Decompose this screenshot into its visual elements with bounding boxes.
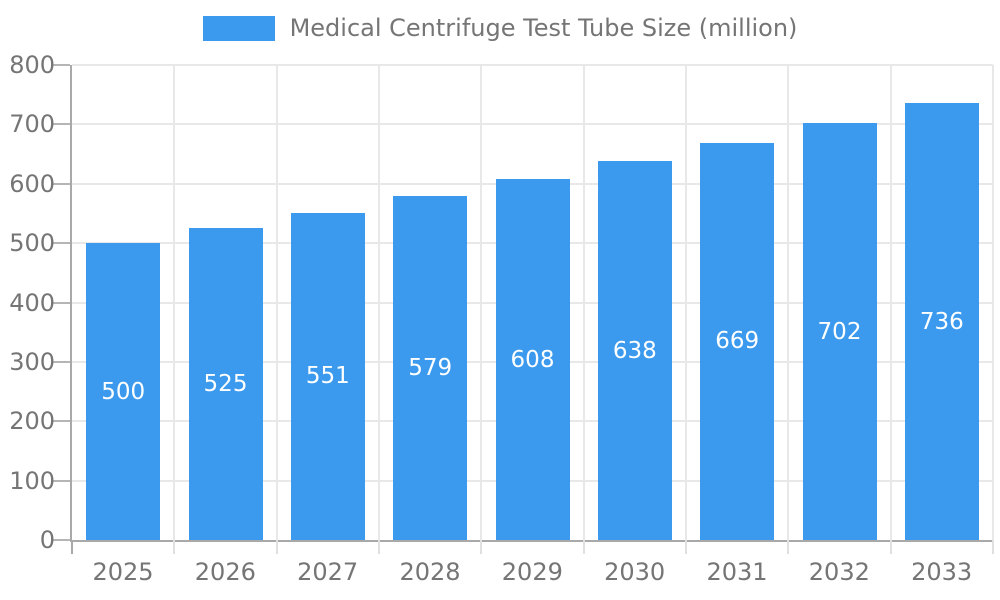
x-tick-label: 2031 xyxy=(706,558,768,586)
bar-value-label: 608 xyxy=(510,346,555,373)
x-axis-tick xyxy=(787,540,790,554)
x-tick-label: 2026 xyxy=(194,558,256,586)
y-tick-label: 0 xyxy=(39,526,55,554)
x-axis-tick xyxy=(685,540,687,554)
bar-value-label: 579 xyxy=(408,355,453,382)
y-axis-tick xyxy=(53,182,70,185)
x-tick-label: 2029 xyxy=(501,558,563,586)
x-axis-tick xyxy=(275,540,278,554)
y-axis-tick xyxy=(53,539,70,541)
y-axis-tick xyxy=(53,64,70,66)
bar: 638 xyxy=(597,161,672,540)
y-tick-label: 500 xyxy=(9,229,55,258)
x-axis-tick xyxy=(378,540,380,554)
y-axis-tick xyxy=(53,123,70,126)
x-axis-tick xyxy=(992,540,994,554)
bar: 702 xyxy=(802,123,877,540)
x-tick-label: 2028 xyxy=(399,558,461,586)
y-axis-tick xyxy=(53,301,70,304)
x-axis-tick xyxy=(173,540,176,554)
y-tick-label: 200 xyxy=(9,407,55,436)
bar-value-label: 669 xyxy=(715,328,760,355)
bar: 525 xyxy=(188,228,263,540)
v-gridline xyxy=(685,65,687,540)
bar: 608 xyxy=(495,179,570,540)
x-tick-label: 2027 xyxy=(297,558,359,586)
bar: 579 xyxy=(393,196,468,540)
x-tick-label: 2030 xyxy=(604,558,666,586)
x-axis-tick xyxy=(71,540,73,554)
bar: 500 xyxy=(86,243,161,540)
v-gridline xyxy=(378,65,380,540)
plot-area: 500 525 551 579 608 638 669 702 736 xyxy=(53,64,994,554)
y-tick-label: 300 xyxy=(9,347,55,376)
v-gridline xyxy=(480,65,483,540)
y-axis-tick xyxy=(53,479,70,482)
y-axis-tick xyxy=(53,420,70,423)
x-axis-tick xyxy=(889,540,892,554)
x-tick-label: 2025 xyxy=(92,558,154,586)
v-gridline xyxy=(992,65,994,540)
legend-swatch xyxy=(202,15,275,41)
y-tick-label: 800 xyxy=(9,51,55,79)
v-gridline xyxy=(787,65,790,540)
bar-value-label: 638 xyxy=(612,337,657,364)
h-gridline xyxy=(72,64,993,66)
bar-value-label: 551 xyxy=(305,363,350,390)
bar: 736 xyxy=(904,103,979,540)
v-gridline xyxy=(582,65,585,540)
x-axis-tick xyxy=(480,540,483,554)
y-tick-label: 100 xyxy=(9,466,55,495)
y-axis-tick xyxy=(53,360,70,363)
h-gridline xyxy=(72,123,993,126)
legend-label: Medical Centrifuge Test Tube Size (milli… xyxy=(289,14,798,42)
y-axis-line xyxy=(70,65,72,540)
v-gridline xyxy=(889,65,892,540)
y-tick-label: 400 xyxy=(9,288,55,317)
y-axis-tick xyxy=(53,242,70,245)
bar: 551 xyxy=(290,212,365,540)
chart-legend: Medical Centrifuge Test Tube Size (milli… xyxy=(0,14,1000,42)
bar-value-label: 525 xyxy=(203,371,248,398)
bar-value-label: 702 xyxy=(817,318,862,345)
bar-value-label: 500 xyxy=(101,378,146,405)
v-gridline xyxy=(173,65,176,540)
y-tick-label: 600 xyxy=(9,169,55,198)
x-axis-tick xyxy=(582,540,585,554)
y-tick-label: 700 xyxy=(9,110,55,139)
x-axis-line xyxy=(70,540,993,542)
bar-value-label: 736 xyxy=(919,308,964,335)
x-tick-label: 2033 xyxy=(911,558,973,586)
v-gridline xyxy=(275,65,278,540)
bar: 669 xyxy=(700,142,775,540)
x-tick-label: 2032 xyxy=(808,558,870,586)
